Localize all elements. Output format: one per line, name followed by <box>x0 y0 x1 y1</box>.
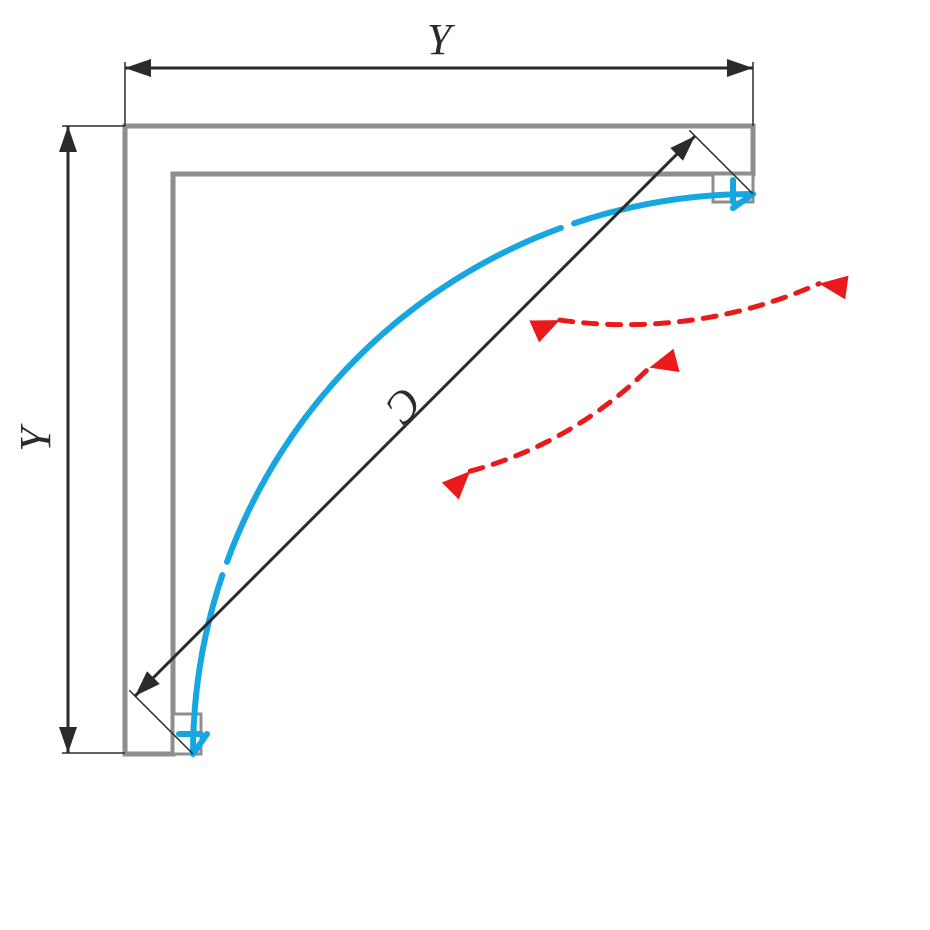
dim-arrowhead <box>727 59 753 77</box>
diagram-canvas: Y Y C <box>0 0 930 930</box>
motion-arrowhead <box>442 471 470 499</box>
dim-label-left: Y <box>11 423 60 452</box>
dim-label-diag: C <box>376 377 432 433</box>
dim-arrowhead <box>59 727 77 753</box>
motion-arrowhead <box>649 349 679 372</box>
motion-arrow-outer <box>560 284 819 325</box>
dim-arrowhead <box>59 126 77 152</box>
dim-label-top: Y <box>427 15 456 64</box>
frame-outer <box>125 126 753 754</box>
motion-arrowhead <box>529 320 559 342</box>
dim-arrowhead <box>125 59 151 77</box>
motion-arrow-inner <box>470 368 649 472</box>
frame-inner <box>173 174 753 754</box>
motion-arrowhead <box>819 276 848 300</box>
